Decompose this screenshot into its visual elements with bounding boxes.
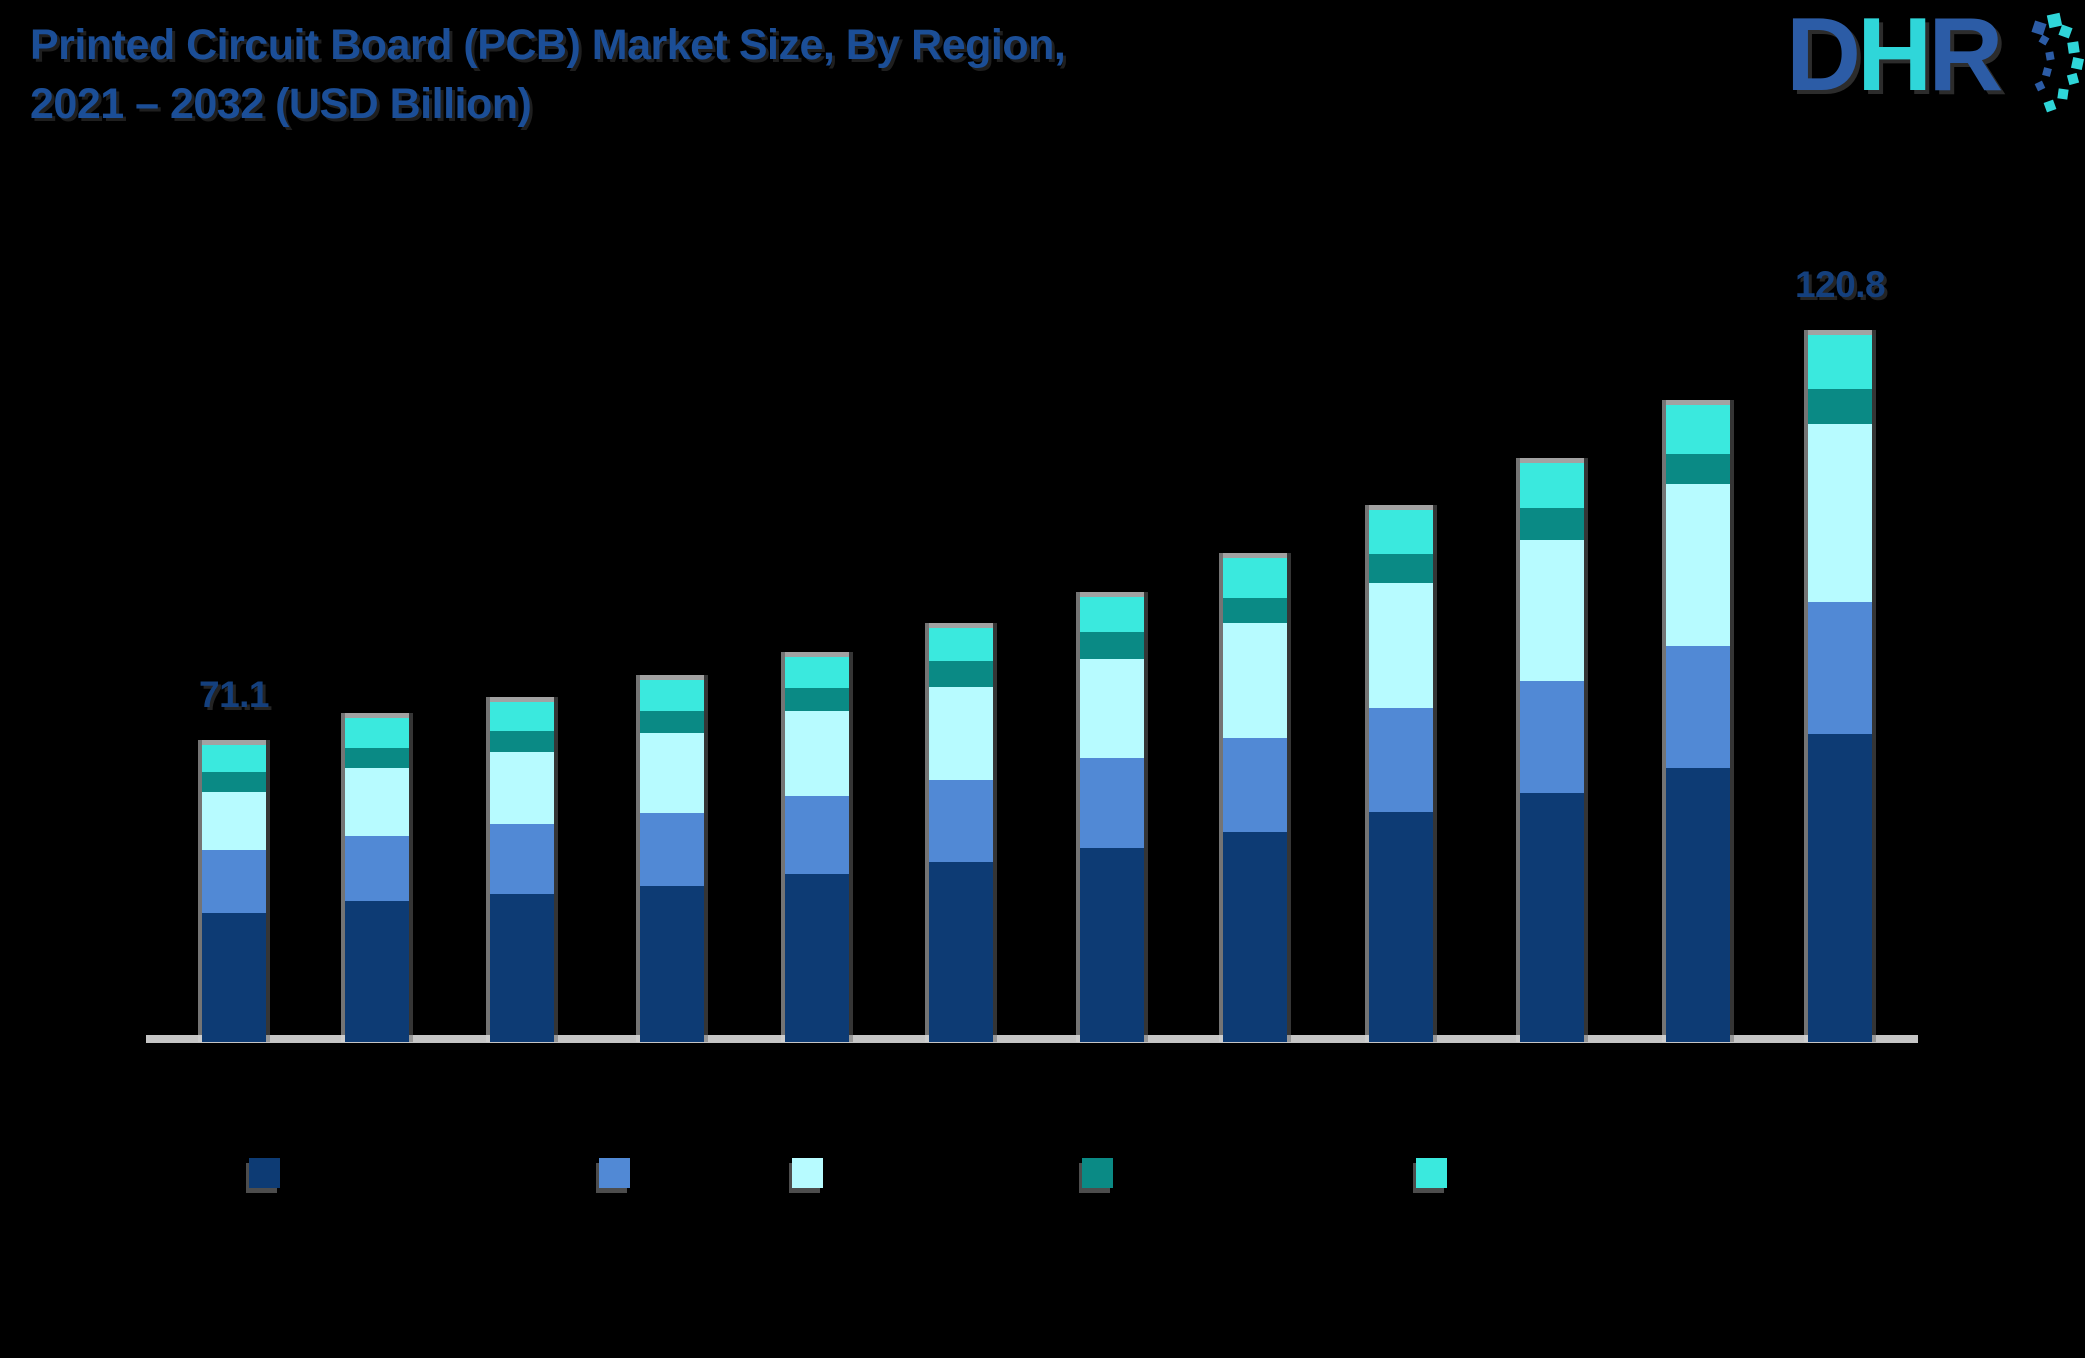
logo-letter-d: D [1786, 0, 1861, 113]
bar-2031-segment-region-2 [1666, 646, 1730, 768]
bar-2022-segment-region-5 [345, 718, 409, 748]
legend-swatch-1 [249, 1158, 280, 1188]
bar-2029-segment-region-2 [1369, 708, 1433, 812]
bar-2025-segment-region-2 [785, 796, 849, 874]
bar-2027-segment-region-5 [1080, 597, 1144, 632]
bar-2024-segment-region-3 [640, 733, 704, 813]
bar-2021-segment-region-4 [202, 772, 266, 792]
bar-2022-segment-region-4 [345, 748, 409, 768]
bar-2022-segment-region-2 [345, 836, 409, 901]
chart-title: Printed Circuit Board (PCB) Market Size,… [30, 16, 1066, 135]
bar-2028-segment-region-4 [1223, 598, 1287, 623]
bar-2022 [345, 713, 409, 1042]
bar-2030-segment-region-3 [1520, 540, 1584, 681]
bar-2024-segment-region-4 [640, 711, 704, 733]
bar-2032 [1808, 330, 1872, 1042]
bar-2032-segment-region-4 [1808, 389, 1872, 424]
bar-2030 [1520, 458, 1584, 1042]
bar-2029-segment-region-1 [1369, 812, 1433, 1042]
bar-2027-segment-region-1 [1080, 848, 1144, 1042]
bar-2028-segment-region-2 [1223, 738, 1287, 832]
bar-2025-segment-region-1 [785, 874, 849, 1042]
bar-2027-segment-region-3 [1080, 659, 1144, 758]
bar-2032-segment-region-3 [1808, 424, 1872, 602]
bar-2028-segment-region-5 [1223, 558, 1287, 598]
bar-2028-segment-region-1 [1223, 832, 1287, 1042]
dhr-logo: DHR [1786, 0, 2085, 130]
bar-2025 [785, 652, 849, 1042]
bar-2024 [640, 675, 704, 1042]
bar-2024-segment-region-5 [640, 680, 704, 711]
bar-2032-segment-region-1 [1808, 734, 1872, 1042]
bar-2027 [1080, 592, 1144, 1042]
legend-swatch-4 [1082, 1158, 1113, 1188]
bar-2029-segment-region-3 [1369, 583, 1433, 708]
bar-2024-segment-region-2 [640, 813, 704, 886]
data-label-2032: 120.8 [1794, 264, 1886, 305]
bar-2022-segment-region-1 [345, 901, 409, 1042]
bar-2026-segment-region-3 [929, 687, 993, 780]
bar-2026-segment-region-4 [929, 661, 993, 687]
bar-2026-segment-region-5 [929, 628, 993, 661]
bar-2023-segment-region-2 [490, 824, 554, 894]
bar-2032-segment-region-2 [1808, 602, 1872, 734]
chart-title-line2: 2021 – 2032 (USD Billion) [30, 80, 532, 129]
bar-2031 [1666, 400, 1730, 1042]
bar-2021-segment-region-1 [202, 913, 266, 1042]
bar-2023-segment-region-4 [490, 731, 554, 752]
bar-2022-segment-region-3 [345, 768, 409, 836]
bar-2028 [1223, 553, 1287, 1042]
bar-2026-segment-region-1 [929, 862, 993, 1042]
chart-title-line1: Printed Circuit Board (PCB) Market Size,… [30, 21, 1066, 69]
bar-2030-segment-region-1 [1520, 793, 1584, 1042]
bar-2032-segment-region-5 [1808, 335, 1872, 389]
bar-2021-segment-region-3 [202, 792, 266, 850]
bar-2026-segment-region-2 [929, 780, 993, 862]
bar-2030-segment-region-2 [1520, 681, 1584, 793]
bar-2030-segment-region-4 [1520, 508, 1584, 540]
bar-2023 [490, 697, 554, 1042]
bar-2029 [1369, 505, 1433, 1042]
bar-2021-segment-region-5 [202, 745, 266, 772]
bar-2025-segment-region-5 [785, 657, 849, 688]
dhr-logo-letters: DHR [1786, 0, 2003, 115]
bar-2021 [202, 740, 266, 1042]
bar-2027-segment-region-2 [1080, 758, 1144, 848]
legend-swatch-3 [792, 1158, 823, 1188]
bar-2029-segment-region-4 [1369, 554, 1433, 583]
bar-2031-segment-region-3 [1666, 484, 1730, 646]
legend-swatch-2 [599, 1158, 630, 1188]
bar-2026 [929, 623, 993, 1042]
bar-2029-segment-region-5 [1369, 510, 1433, 554]
logo-letter-r: R [1928, 0, 2003, 113]
bar-2031-segment-region-5 [1666, 405, 1730, 454]
bar-2031-segment-region-1 [1666, 768, 1730, 1042]
bar-2023-segment-region-3 [490, 752, 554, 824]
bar-2031-segment-region-4 [1666, 454, 1730, 484]
bar-2023-segment-region-5 [490, 702, 554, 731]
legend-swatch-5 [1416, 1158, 1447, 1188]
bar-2024-segment-region-1 [640, 886, 704, 1042]
bar-2025-segment-region-4 [785, 688, 849, 711]
bar-2025-segment-region-3 [785, 711, 849, 796]
bar-2023-segment-region-1 [490, 894, 554, 1042]
bar-2028-segment-region-3 [1223, 623, 1287, 738]
data-label-2021: 71.1 [198, 674, 270, 715]
bar-2030-segment-region-5 [1520, 463, 1584, 508]
logo-letter-h: H [1857, 0, 1932, 113]
bar-2027-segment-region-4 [1080, 632, 1144, 659]
x-axis-baseline [146, 1035, 1918, 1043]
bar-2021-segment-region-2 [202, 850, 266, 913]
